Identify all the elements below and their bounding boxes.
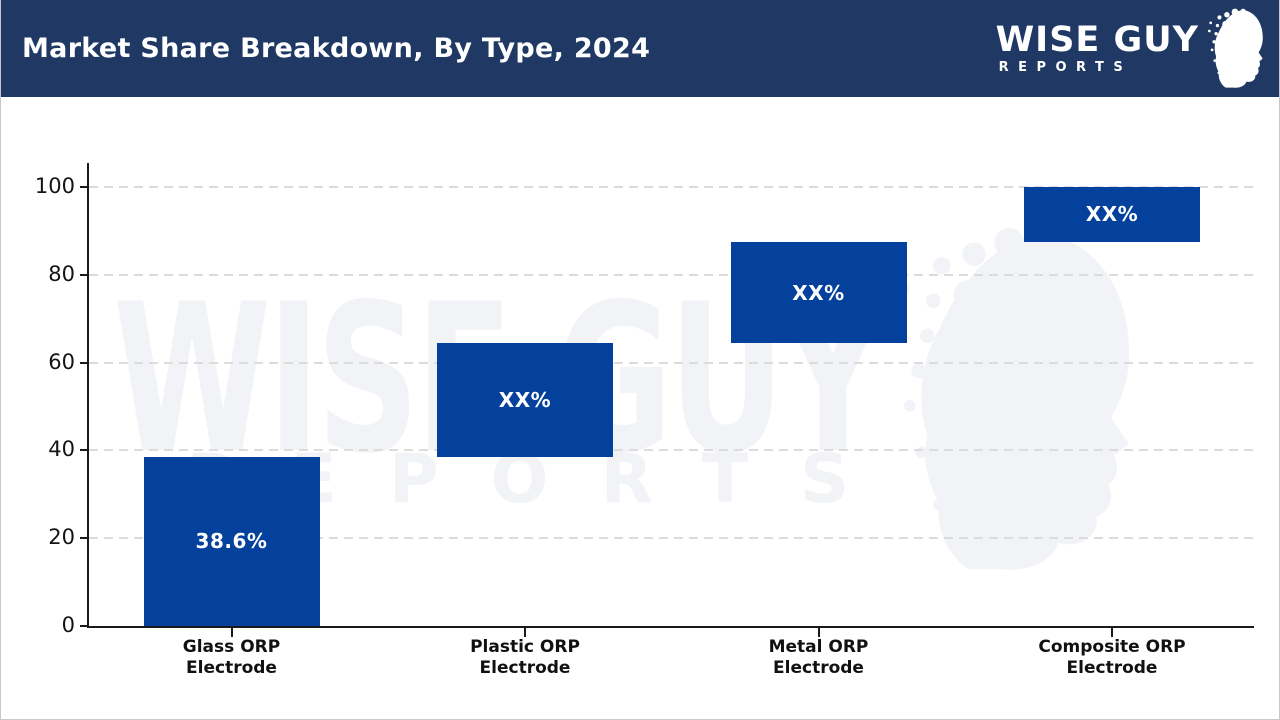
bar-segment: XX%: [437, 343, 613, 457]
y-tickmark-40: [80, 449, 89, 452]
bar-segment: XX%: [730, 241, 907, 344]
bar-segment: XX%: [1024, 187, 1200, 242]
x-category-label: Composite ORP Electrode: [1038, 637, 1186, 679]
x-category-label: Metal ORP Electrode: [768, 637, 869, 679]
y-tickmark-20: [80, 537, 89, 540]
gridline-y100: [89, 186, 1254, 188]
brand-logo-text: WISE GUY REPORTS: [996, 22, 1199, 75]
x-category-label: Glass ORP Electrode: [182, 637, 281, 679]
x-tickmark: [1111, 628, 1113, 637]
gridline-y80: [89, 273, 1254, 276]
y-tickmark-80: [80, 273, 89, 276]
y-tickmark-60: [80, 361, 89, 364]
y-axis-line: [87, 163, 89, 628]
x-category-label: Plastic ORP Electrode: [470, 637, 580, 679]
page-title: Market Share Breakdown, By Type, 2024: [22, 33, 651, 64]
gridline-y40: [89, 449, 1254, 452]
y-tickmark-100: [80, 186, 89, 188]
logo-subtitle: REPORTS: [998, 59, 1133, 75]
y-tick-label-0: 0: [61, 613, 75, 637]
bar-value-label: XX%: [498, 387, 552, 412]
y-tick-label-20: 20: [48, 525, 75, 550]
bar-value-label: 38.6%: [195, 529, 268, 554]
gridline-y60: [89, 361, 1254, 364]
x-axis-line: [87, 626, 1254, 628]
y-tick-label-40: 40: [48, 437, 75, 462]
x-tickmark: [230, 628, 233, 637]
y-tick-label-100: 100: [34, 174, 75, 198]
x-tickmark: [524, 628, 526, 637]
y-tickmark-0: [80, 625, 89, 627]
bar-value-label: XX%: [1085, 202, 1139, 227]
y-tick-label-60: 60: [48, 349, 75, 374]
bar-segment: 38.6%: [143, 456, 320, 626]
gridline-y20: [89, 537, 1254, 540]
bar-value-label: XX%: [792, 280, 845, 305]
header: Market Share Breakdown, By Type, 2024 WI…: [1, 0, 1279, 97]
logo-wordmark: WISE GUY: [995, 20, 1199, 61]
x-tickmark: [817, 628, 820, 637]
y-tick-label-80: 80: [48, 261, 75, 286]
brand-logo: WISE GUY REPORTS: [996, 8, 1269, 89]
